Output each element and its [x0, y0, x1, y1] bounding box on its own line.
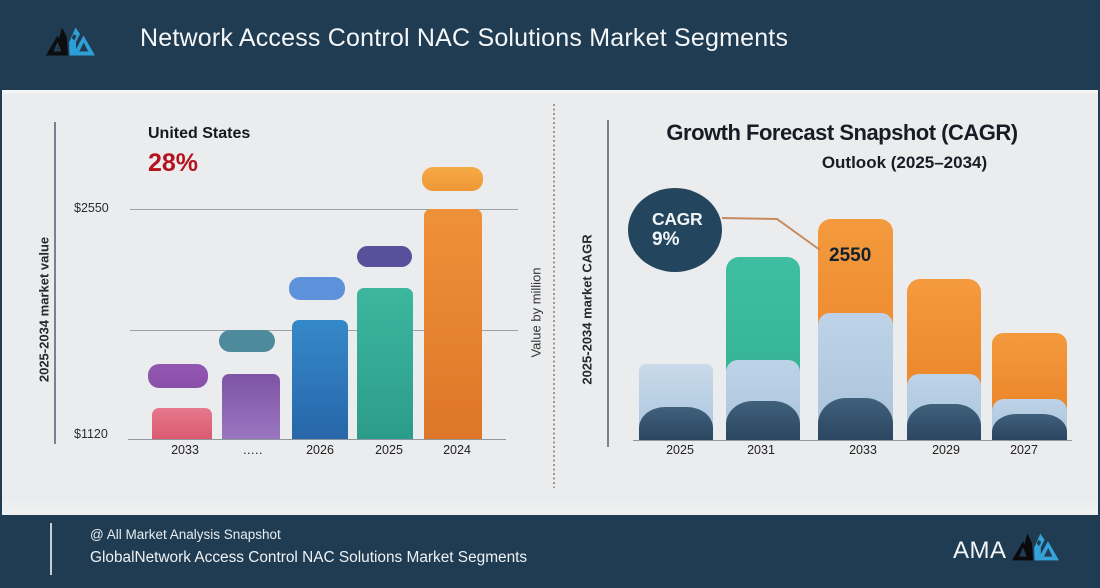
svg-text:CAGR: CAGR [652, 209, 703, 229]
svg-text:9%: 9% [652, 229, 680, 250]
